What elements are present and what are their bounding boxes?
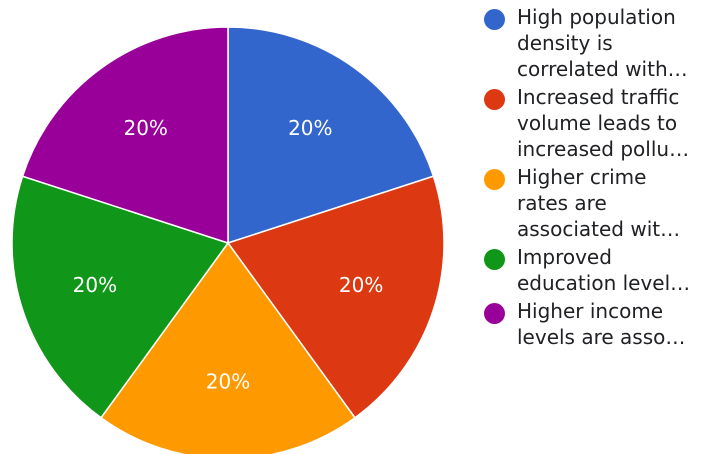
legend-swatch-icon <box>484 249 505 270</box>
legend-label-line: High population <box>517 5 676 29</box>
legend-swatch-icon <box>484 9 505 30</box>
pie-slice-4 <box>11 175 230 419</box>
legend-label-line: rates are <box>517 191 607 215</box>
slice-label-4: 20% <box>73 273 117 297</box>
legend-label-line: Improved <box>517 245 612 269</box>
legend-swatch-icon <box>484 89 505 110</box>
legend-label: High population density is correlated with… <box>517 4 710 82</box>
chart-legend: High population density is correlated with… <box>484 4 710 352</box>
pie-slice-1 <box>227 26 435 245</box>
legend-label: Higher income levels are asso… <box>517 298 710 350</box>
legend-label-line: associated wit… <box>517 217 681 241</box>
legend-label-line: density is <box>517 31 613 55</box>
legend-item-1: High population density is correlated with… <box>484 4 710 82</box>
slice-label-5: 20% <box>123 116 167 140</box>
slice-label-2: 20% <box>339 273 383 297</box>
legend-label-line: Increased traffic <box>517 85 680 109</box>
legend-item-5: Higher income levels are asso… <box>484 298 710 350</box>
legend-label-line: education level… <box>517 271 691 295</box>
legend-label-line: correlated with… <box>517 57 688 81</box>
pie-slice-2 <box>226 175 445 419</box>
legend-label: Improved education level… <box>517 244 710 296</box>
legend-label-line: increased pollu… <box>517 137 690 161</box>
slice-label-1: 20% <box>288 116 332 140</box>
legend-item-3: Higher crime rates are associated wit… <box>484 164 710 242</box>
legend-label-line: Higher crime <box>517 165 647 189</box>
pie-slice-5 <box>21 26 229 245</box>
legend-item-4: Improved education level… <box>484 244 710 296</box>
legend-swatch-icon <box>484 169 505 190</box>
slice-label-3: 20% <box>206 370 250 394</box>
legend-label: Increased traffic volume leads to increase… <box>517 84 710 162</box>
legend-swatch-icon <box>484 303 505 324</box>
legend-label-line: volume leads to <box>517 111 678 135</box>
legend-label-line: levels are asso… <box>517 325 686 349</box>
legend-label-line: Higher income <box>517 299 664 323</box>
pie-slice-3 <box>99 241 357 454</box>
legend-item-2: Increased traffic volume leads to increase… <box>484 84 710 162</box>
pie-chart-plot: 20% 20% 20% 20% 20% <box>11 26 445 454</box>
legend-label: Higher crime rates are associated wit… <box>517 164 710 242</box>
